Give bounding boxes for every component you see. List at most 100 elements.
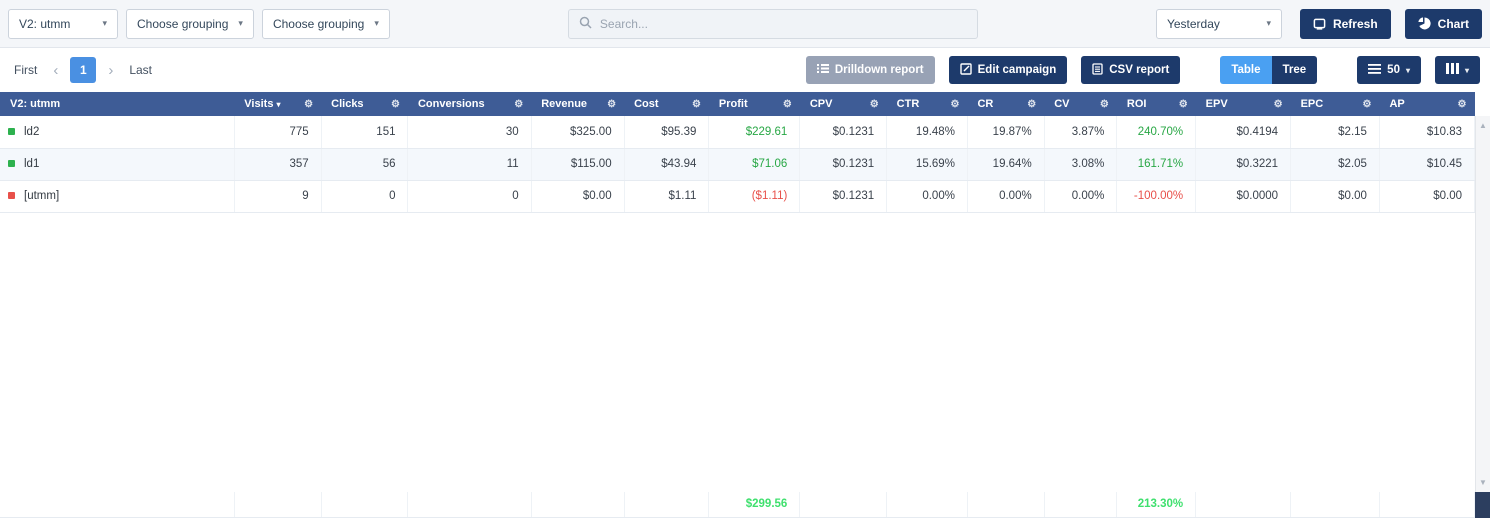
total-revenue: $440.00 (531, 491, 625, 518)
secondary-toolbar: First ‹ 1 › Last Drilldown report Edit c… (0, 48, 1490, 92)
drilldown-report-button[interactable]: Drilldown report (805, 56, 935, 84)
chevron-left-icon[interactable]: ‹ (53, 61, 59, 79)
status-marker-green (8, 128, 15, 136)
vertical-scrollbar[interactable]: ▲ ▼ (1475, 116, 1490, 492)
edit-campaign-button[interactable]: Edit campaign (948, 56, 1068, 84)
column-header-cv[interactable]: CV ⚙ (1044, 92, 1117, 116)
gear-icon[interactable]: ⚙ (391, 98, 400, 110)
chevron-down-icon: ▾ (1464, 65, 1469, 75)
cell-revenue: $0.00 (531, 180, 625, 213)
cell-cost: $95.39 (624, 116, 710, 149)
cell-epv: $0.3221 (1195, 148, 1292, 181)
cell-cpv: $0.1231 (799, 116, 888, 149)
cell-epv: $0.0000 (1195, 180, 1292, 213)
tree-view-button[interactable]: Tree (1271, 56, 1318, 84)
gear-icon[interactable]: ⚙ (950, 98, 960, 110)
chevron-right-icon[interactable]: › (108, 61, 114, 79)
campaign-select[interactable]: V2: utmm ▾ (8, 8, 118, 39)
pagination-first[interactable]: First (14, 63, 38, 77)
column-header-name[interactable]: V2: utmm (0, 92, 235, 116)
grouping-select-2-value: Choose grouping (272, 16, 365, 31)
column-header-visits[interactable]: Visits ▾ ⚙ (234, 92, 322, 116)
report-table-area: V2: utmm Visits ▾ ⚙ Clicks ⚙ Conversions ⚙ R… (0, 92, 1490, 492)
cell-revenue: $325.00 (531, 116, 625, 149)
drilldown-report-label: Drilldown report (834, 64, 924, 76)
column-header-epc[interactable]: EPC ⚙ (1290, 92, 1380, 116)
scroll-down-arrow-icon[interactable]: ▼ (1479, 478, 1487, 487)
total-cv: 3.59% (1044, 491, 1118, 518)
cell-visits: 9 (234, 180, 322, 213)
total-cost: $140.44 (624, 491, 710, 518)
table-row[interactable]: ld1 357 56 11 $115.00 $43.94 $71.06 $0.1… (0, 148, 1476, 181)
row-name-cell[interactable]: ld1 (0, 148, 235, 181)
scroll-up-arrow-icon[interactable]: ▲ (1479, 120, 1487, 130)
gear-icon[interactable]: ⚙ (1178, 98, 1188, 110)
column-header-roi[interactable]: ROI ⚙ (1116, 92, 1196, 116)
column-header-cr[interactable]: CR ⚙ (967, 92, 1045, 116)
column-header-clicks[interactable]: Clicks ⚙ (321, 92, 408, 116)
gear-icon[interactable]: ⚙ (514, 98, 524, 110)
gear-icon[interactable]: ⚙ (1457, 98, 1467, 110)
gear-icon[interactable]: ⚙ (1273, 98, 1283, 110)
row-name: [utmm] (24, 190, 60, 202)
column-header-cost[interactable]: Cost ⚙ (624, 92, 709, 116)
gear-icon[interactable]: ⚙ (1099, 98, 1109, 110)
table-view-button[interactable]: Table (1220, 56, 1272, 84)
column-header-cpv[interactable]: CPV ⚙ (799, 92, 887, 116)
cell-epv: $0.4194 (1195, 116, 1292, 149)
csv-report-label: CSV report (1109, 64, 1170, 76)
cell-ap: $10.45 (1379, 148, 1476, 181)
grouping-select-1[interactable]: Choose grouping ▾ (126, 8, 254, 39)
pagination-page-1[interactable]: 1 (70, 57, 97, 83)
chevron-down-icon: ▾ (238, 18, 243, 28)
csv-report-button[interactable]: CSV report (1081, 56, 1181, 84)
status-marker-red (8, 192, 15, 200)
table-row[interactable]: [utmm] 9 0 0 $0.00 $1.11 ($1.11) $0.1231… (0, 180, 1476, 213)
column-header-epv[interactable]: EPV ⚙ (1195, 92, 1291, 116)
gear-icon[interactable]: ⚙ (1362, 98, 1372, 110)
cell-cv: 3.08% (1044, 148, 1118, 181)
columns-button[interactable]: ▾ (1434, 56, 1480, 84)
date-range-select[interactable]: Yesterday ▾ (1155, 8, 1282, 39)
gear-icon[interactable]: ⚙ (304, 98, 314, 110)
row-name-cell[interactable]: [utmm] (0, 180, 235, 213)
column-header-ap[interactable]: AP ⚙ (1379, 92, 1475, 116)
cell-ctr: 0.00% (886, 180, 968, 213)
cell-epc: $0.00 (1290, 180, 1380, 213)
gear-icon[interactable]: ⚙ (869, 98, 879, 110)
cell-cr: 0.00% (967, 180, 1045, 213)
grouping-select-2[interactable]: Choose grouping ▾ (261, 8, 390, 39)
gear-icon[interactable]: ⚙ (782, 98, 792, 110)
column-header-profit[interactable]: Profit ⚙ (708, 92, 800, 116)
cell-visits: 775 (234, 116, 322, 149)
search-box (567, 8, 978, 39)
total-cpv: $0.1231 (799, 491, 888, 518)
page-size-select[interactable]: 50 ▾ (1357, 56, 1421, 84)
gear-icon[interactable]: ⚙ (691, 98, 701, 110)
cell-cr: 19.87% (967, 116, 1045, 149)
cell-cv: 0.00% (1044, 180, 1118, 213)
total-epc: $2.13 (1290, 491, 1380, 518)
total-clicks: 207 (321, 491, 409, 518)
gear-icon[interactable]: ⚙ (1027, 98, 1037, 110)
chart-button[interactable]: Chart (1404, 8, 1482, 39)
gear-icon[interactable]: ⚙ (607, 98, 617, 110)
pie-chart-icon (1418, 17, 1431, 30)
search-input[interactable] (599, 16, 967, 31)
cell-ap: $10.83 (1379, 116, 1476, 149)
cell-cost: $1.11 (624, 180, 710, 213)
list-icon (816, 63, 829, 77)
total-cr: 19.81% (967, 491, 1045, 518)
total-ap: $10.73 (1379, 491, 1476, 518)
sort-caret-icon: ▾ (276, 100, 281, 109)
column-header-revenue[interactable]: Revenue ⚙ (531, 92, 625, 116)
edit-campaign-label: Edit campaign (977, 64, 1057, 76)
column-header-ctr[interactable]: CTR ⚙ (886, 92, 968, 116)
column-header-conversions[interactable]: Conversions ⚙ (407, 92, 532, 116)
pagination-last[interactable]: Last (129, 63, 153, 77)
table-row[interactable]: ld2 775 151 30 $325.00 $95.39 $229.61 $0… (0, 116, 1476, 149)
hamburger-icon (1368, 63, 1382, 77)
refresh-button[interactable]: Refresh (1299, 8, 1391, 39)
row-name-cell[interactable]: ld2 (0, 116, 235, 149)
date-range-value: Yesterday (1166, 16, 1220, 31)
